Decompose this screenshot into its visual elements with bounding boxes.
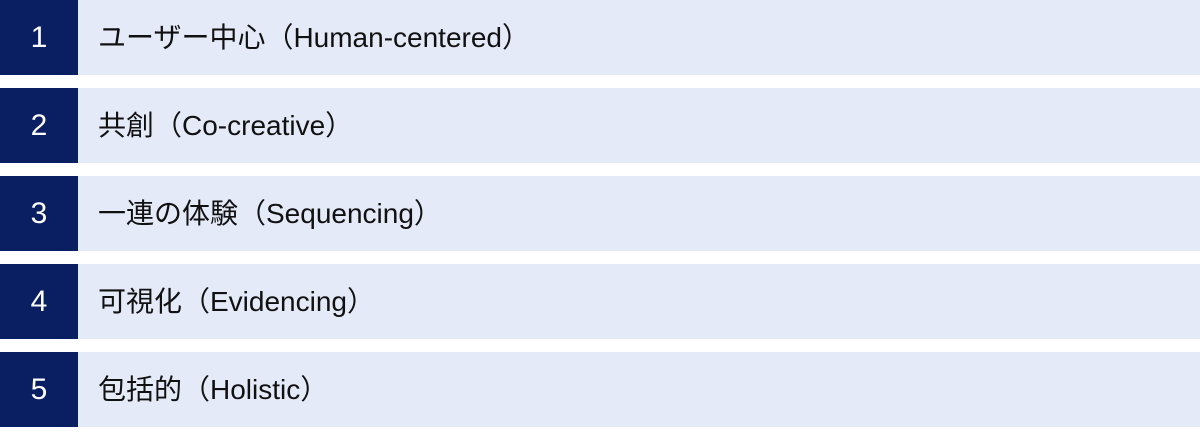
list-item: 2 共創（Co-creative） xyxy=(0,88,1200,163)
list-item-label-cell: 可視化（Evidencing） xyxy=(78,264,1200,339)
list-item-number: 4 xyxy=(30,284,48,318)
row-separator xyxy=(0,75,1200,88)
list-item-label: 一連の体験（Sequencing） xyxy=(98,197,442,229)
list-item: 1 ユーザー中心（Human-centered） xyxy=(0,0,1200,75)
row-separator xyxy=(0,163,1200,176)
list-item-label-cell: 共創（Co-creative） xyxy=(78,88,1200,163)
list-item: 3 一連の体験（Sequencing） xyxy=(0,176,1200,251)
list-item-label-cell: 包括的（Holistic） xyxy=(78,352,1200,427)
list-item-label: 共創（Co-creative） xyxy=(98,109,354,141)
list-item-number-badge: 2 xyxy=(0,88,78,163)
list-item-label: ユーザー中心（Human-centered） xyxy=(98,21,530,53)
list-item-number-badge: 3 xyxy=(0,176,78,251)
row-separator xyxy=(0,339,1200,352)
list-item-number-badge: 5 xyxy=(0,352,78,427)
list-item: 5 包括的（Holistic） xyxy=(0,352,1200,427)
list-item-number: 5 xyxy=(30,372,48,406)
list-item-number: 1 xyxy=(30,20,48,54)
list-item: 4 可視化（Evidencing） xyxy=(0,264,1200,339)
list-item-number: 2 xyxy=(30,108,48,142)
list-item-label-cell: 一連の体験（Sequencing） xyxy=(78,176,1200,251)
list-item-label: 包括的（Holistic） xyxy=(98,373,329,405)
list-item-label: 可視化（Evidencing） xyxy=(98,285,375,317)
list-item-number: 3 xyxy=(30,196,48,230)
list-item-number-badge: 1 xyxy=(0,0,78,75)
row-separator xyxy=(0,251,1200,264)
list-item-label-cell: ユーザー中心（Human-centered） xyxy=(78,0,1200,75)
list-item-number-badge: 4 xyxy=(0,264,78,339)
